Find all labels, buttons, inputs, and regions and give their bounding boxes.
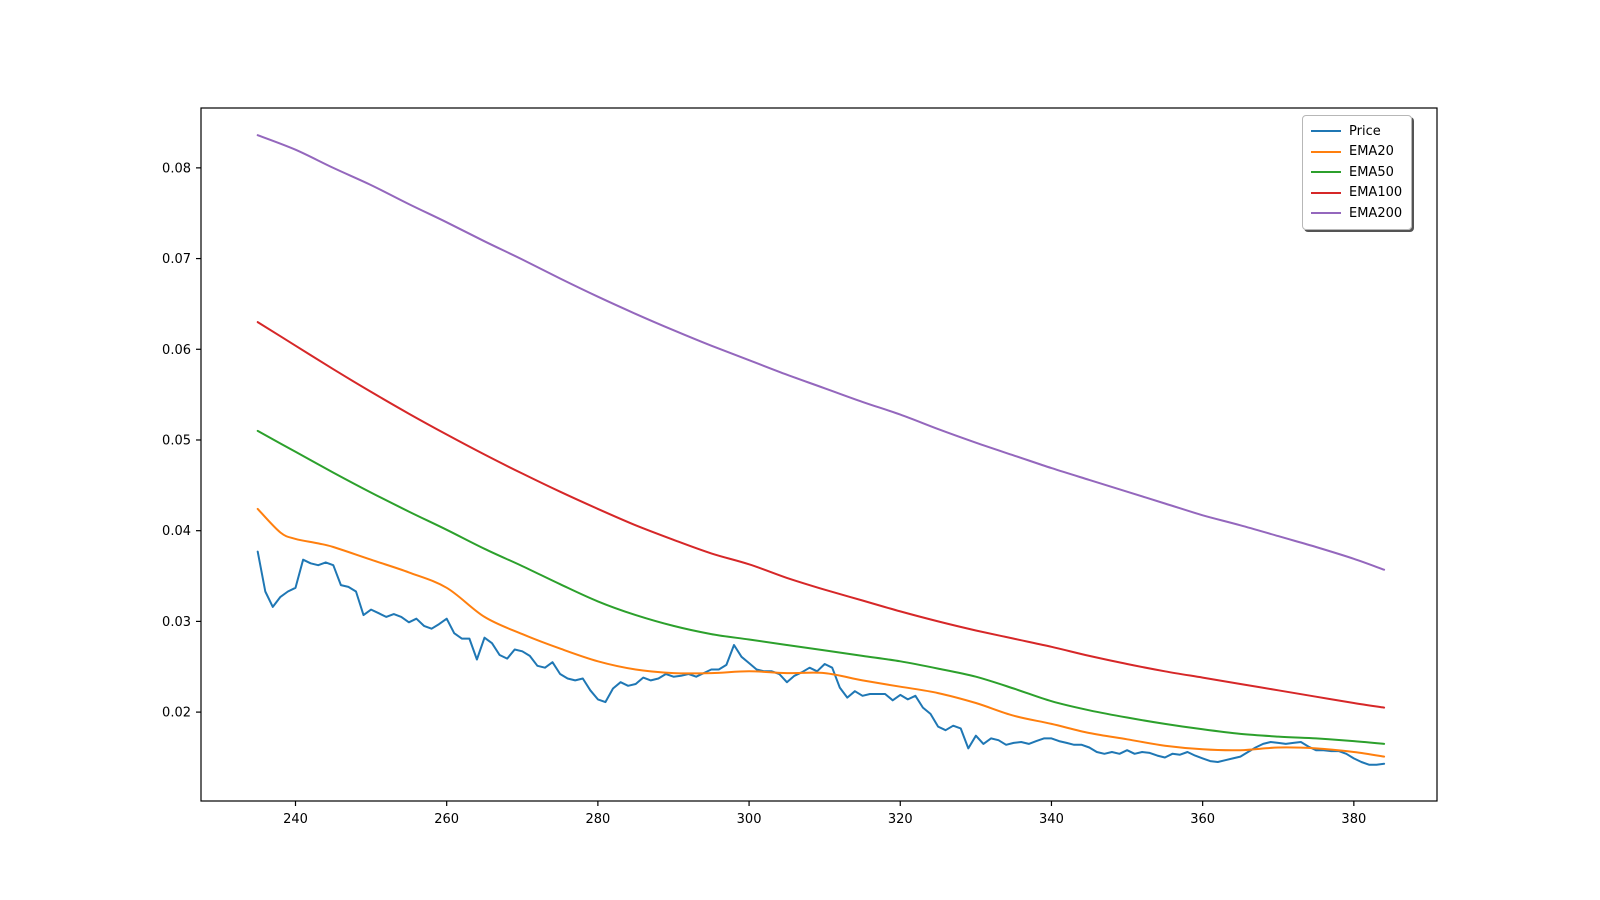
x-tick-label: 380: [1341, 812, 1366, 827]
legend-item-price: Price: [1311, 121, 1402, 142]
x-axis: 240 260 280 300 320 340 360 380: [283, 801, 1366, 827]
x-tick-label: 340: [1039, 812, 1064, 827]
x-tick-label: 360: [1190, 812, 1215, 827]
legend-item-ema200: EMA200: [1311, 203, 1402, 224]
series-line-ema50: [256, 429, 1386, 745]
series-group: [256, 134, 1386, 766]
y-tick-label: 0.04: [162, 524, 191, 539]
legend-label: EMA20: [1349, 144, 1394, 160]
axes-frame: [200, 107, 1438, 802]
y-tick-label: 0.05: [162, 433, 191, 448]
legend-item-ema20: EMA20: [1311, 142, 1402, 163]
y-axis: 0.02 0.03 0.04 0.05 0.06 0.07 0.08: [162, 161, 201, 721]
legend-label: EMA200: [1349, 205, 1403, 221]
legend-line-swatch: [1311, 171, 1341, 174]
legend: Price EMA20 EMA50 EMA100 EMA200: [1302, 115, 1413, 230]
series-line-ema100: [256, 321, 1386, 709]
series-line-ema200: [256, 134, 1386, 571]
x-tick-label: 300: [737, 812, 762, 827]
legend-item-ema50: EMA50: [1311, 162, 1402, 183]
series-line-ema20: [256, 507, 1386, 758]
y-tick-label: 0.02: [162, 706, 191, 721]
legend-label: EMA50: [1349, 164, 1394, 180]
y-tick-label: 0.06: [162, 343, 191, 358]
legend-line-swatch: [1311, 130, 1341, 133]
legend-item-ema100: EMA100: [1311, 183, 1402, 204]
legend-line-swatch: [1311, 212, 1341, 215]
legend-line-swatch: [1311, 191, 1341, 194]
series-line-price: [256, 550, 1386, 766]
legend-label: Price: [1349, 123, 1381, 139]
x-tick-label: 240: [283, 812, 308, 827]
y-tick-label: 0.07: [162, 252, 191, 267]
x-tick-label: 320: [888, 812, 913, 827]
legend-line-swatch: [1311, 150, 1341, 153]
y-tick-label: 0.08: [162, 161, 191, 176]
y-tick-label: 0.03: [162, 615, 191, 630]
x-tick-label: 260: [434, 812, 459, 827]
legend-label: EMA100: [1349, 185, 1403, 201]
x-tick-label: 280: [585, 812, 610, 827]
